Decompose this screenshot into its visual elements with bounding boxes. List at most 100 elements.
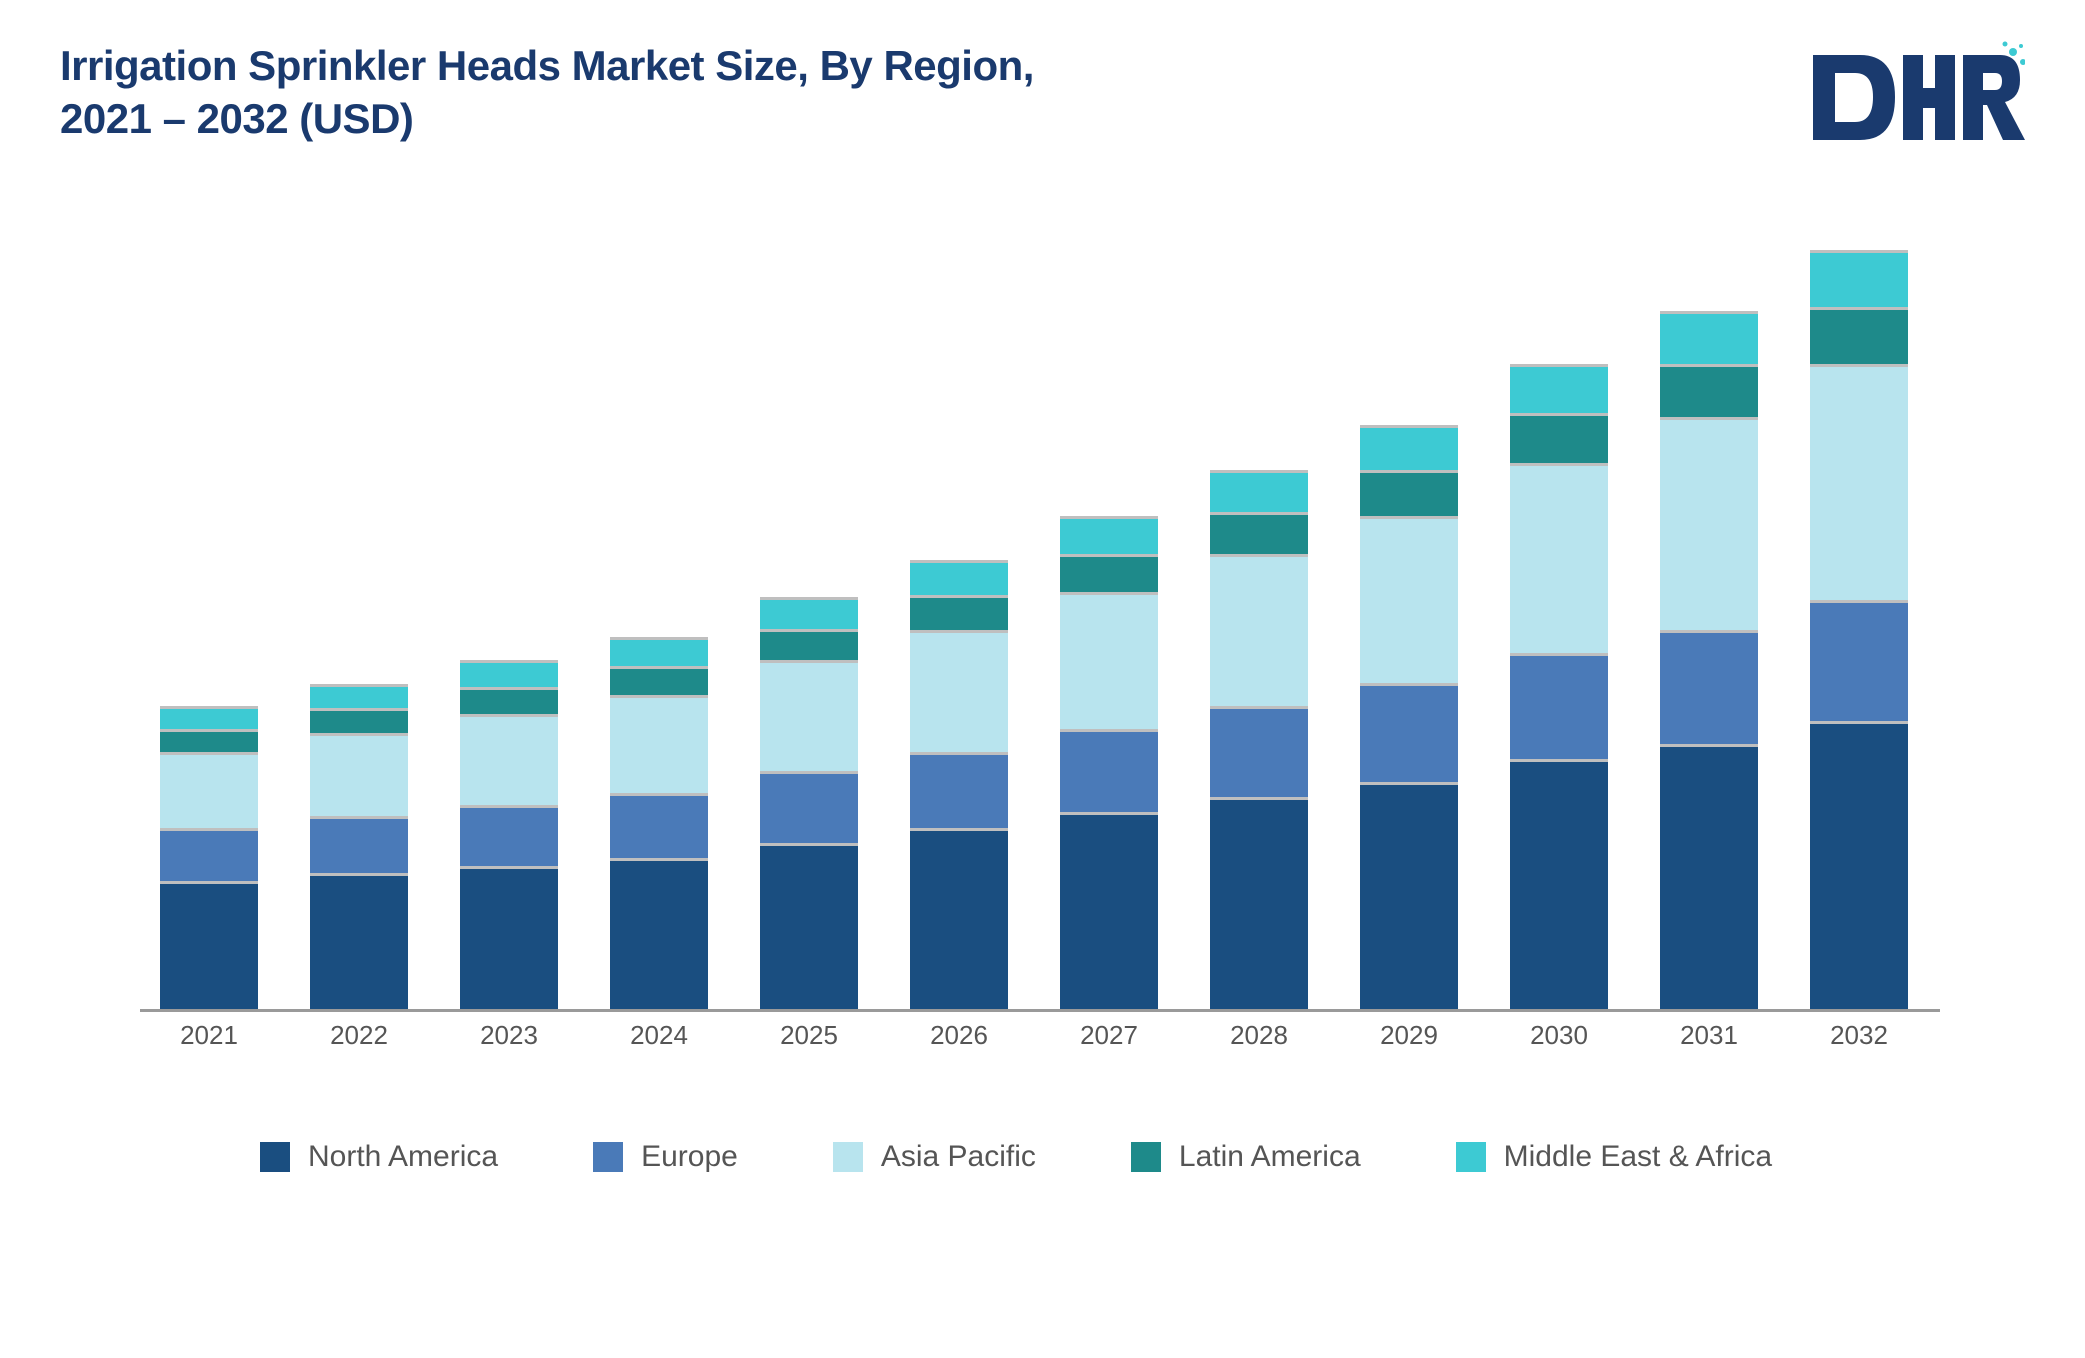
- bar-segment: [1660, 311, 1758, 364]
- legend-swatch: [1456, 1142, 1486, 1172]
- bar-column: [1660, 311, 1758, 1010]
- bar-segment: [160, 706, 258, 729]
- bar-column: [1060, 516, 1158, 1010]
- bar-segment: [1060, 812, 1158, 1010]
- bar-segment: [310, 733, 408, 817]
- x-axis-label: 2026: [910, 1020, 1008, 1051]
- bar-segment: [460, 714, 558, 805]
- bar-segment: [1060, 516, 1158, 554]
- legend-item: Latin America: [1131, 1140, 1361, 1174]
- legend-item: Europe: [593, 1140, 738, 1174]
- bars-container: [140, 250, 1940, 1010]
- bar-segment: [760, 660, 858, 770]
- bar-segment: [160, 881, 258, 1010]
- legend-swatch: [593, 1142, 623, 1172]
- bar-segment: [160, 729, 258, 752]
- bar-segment: [1810, 307, 1908, 364]
- bar-segment: [1510, 463, 1608, 653]
- bar-segment: [760, 629, 858, 661]
- bar-segment: [1060, 554, 1158, 592]
- x-axis-label: 2021: [160, 1020, 258, 1051]
- bar-column: [1810, 250, 1908, 1010]
- bar-segment: [610, 666, 708, 695]
- bar-segment: [160, 752, 258, 828]
- bar-segment: [610, 695, 708, 794]
- bar-segment: [760, 771, 858, 843]
- x-axis-label: 2023: [460, 1020, 558, 1051]
- x-axis-label: 2032: [1810, 1020, 1908, 1051]
- x-axis-label: 2031: [1660, 1020, 1758, 1051]
- x-axis-label: 2025: [760, 1020, 858, 1051]
- x-axis-label: 2027: [1060, 1020, 1158, 1051]
- bar-segment: [1210, 797, 1308, 1010]
- bar-segment: [1660, 744, 1758, 1010]
- bar-column: [1510, 364, 1608, 1010]
- legend-item: Middle East & Africa: [1456, 1140, 1772, 1174]
- bar-segment: [460, 660, 558, 687]
- legend-swatch: [833, 1142, 863, 1172]
- bar-segment: [1210, 554, 1308, 706]
- bar-segment: [1510, 413, 1608, 462]
- bar-column: [1210, 470, 1308, 1010]
- bar-column: [460, 660, 558, 1010]
- bar-segment: [1360, 683, 1458, 782]
- legend-label: Europe: [641, 1140, 738, 1174]
- bar-segment: [910, 595, 1008, 630]
- legend-label: North America: [308, 1140, 498, 1174]
- bar-column: [160, 706, 258, 1010]
- legend-swatch: [1131, 1142, 1161, 1172]
- bar-segment: [1210, 512, 1308, 554]
- bar-segment: [1360, 425, 1458, 471]
- x-axis-label: 2022: [310, 1020, 408, 1051]
- bar-segment: [1510, 653, 1608, 759]
- bar-segment: [910, 630, 1008, 752]
- chart-title: Irrigation Sprinkler Heads Market Size, …: [60, 40, 1034, 145]
- bar-segment: [160, 828, 258, 881]
- bar-segment: [1660, 364, 1758, 417]
- bar-segment: [1360, 782, 1458, 1010]
- bar-segment: [1810, 600, 1908, 722]
- bar-segment: [610, 637, 708, 666]
- bar-segment: [310, 684, 408, 708]
- bar-segment: [310, 873, 408, 1010]
- bar-segment: [310, 816, 408, 873]
- bar-segment: [1660, 417, 1758, 630]
- x-axis-line: [140, 1009, 1940, 1012]
- x-axis-label: 2030: [1510, 1020, 1608, 1051]
- bar-segment: [1060, 592, 1158, 729]
- bar-segment: [1810, 250, 1908, 307]
- bar-segment: [910, 828, 1008, 1010]
- bar-column: [310, 684, 408, 1010]
- bar-column: [610, 637, 708, 1010]
- bar-segment: [1810, 364, 1908, 600]
- legend-item: North America: [260, 1140, 498, 1174]
- bar-segment: [760, 597, 858, 629]
- header: Irrigation Sprinkler Heads Market Size, …: [60, 40, 2025, 150]
- bar-segment: [910, 752, 1008, 828]
- legend-label: Asia Pacific: [881, 1140, 1036, 1174]
- legend-label: Latin America: [1179, 1140, 1361, 1174]
- bar-segment: [1360, 470, 1458, 516]
- bar-segment: [1510, 364, 1608, 413]
- x-axis-labels: 2021 2022 2023 2024 2025 2026 2027 2028 2029 2030…: [140, 1020, 1940, 1051]
- bar-segment: [1360, 516, 1458, 683]
- legend-swatch: [260, 1142, 290, 1172]
- bar-segment: [1510, 759, 1608, 1010]
- bar-column: [1360, 425, 1458, 1010]
- bar-segment: [1060, 729, 1158, 813]
- bar-segment: [1210, 470, 1308, 512]
- legend-label: Middle East & Africa: [1504, 1140, 1772, 1174]
- legend: North America Europe Asia Pacific Latin Ame…: [260, 1140, 1772, 1174]
- x-axis-label: 2024: [610, 1020, 708, 1051]
- bar-segment: [460, 687, 558, 714]
- chart-plot-area: [140, 250, 1940, 1010]
- bar-segment: [310, 708, 408, 732]
- x-axis-label: 2028: [1210, 1020, 1308, 1051]
- dhr-logo-icon: [1805, 40, 2025, 150]
- bar-segment: [460, 805, 558, 866]
- bar-segment: [760, 843, 858, 1010]
- x-axis-label: 2029: [1360, 1020, 1458, 1051]
- bar-segment: [910, 560, 1008, 595]
- legend-item: Asia Pacific: [833, 1140, 1036, 1174]
- bar-segment: [1810, 721, 1908, 1010]
